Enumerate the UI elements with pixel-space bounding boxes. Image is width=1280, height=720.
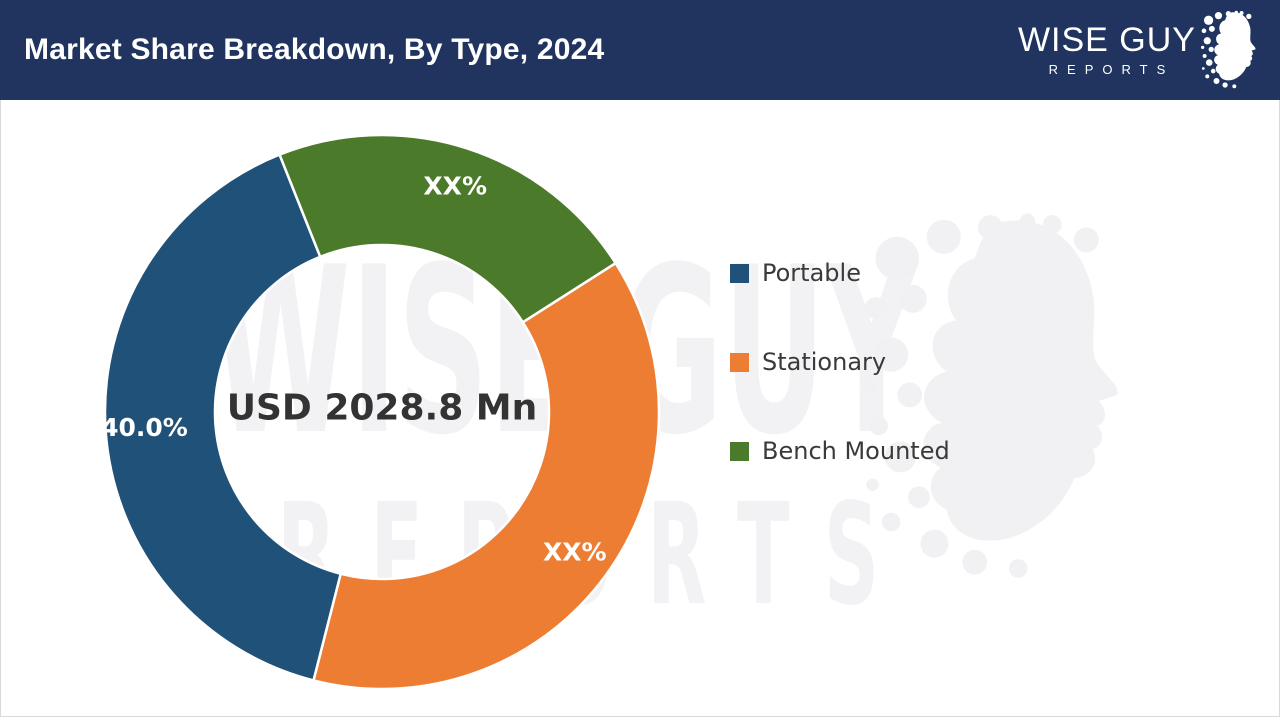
legend-label: Portable — [762, 259, 861, 287]
legend-item-stationary: Stationary — [730, 349, 950, 375]
brand-logo: WISE GUY REPORTS — [1018, 10, 1266, 90]
wiseguy-head-icon — [1200, 10, 1266, 90]
legend-swatch-stationary — [730, 352, 749, 372]
slice-label-bench-mounted: XX% — [423, 171, 487, 200]
legend-item-portable: Portable — [730, 260, 950, 286]
donut-center-value: USD 2028.8 Mn — [226, 387, 538, 429]
slice-label-stationary: XX% — [543, 537, 607, 566]
legend-swatch-bench-mounted — [730, 441, 749, 461]
donut-slice-bench-mounted — [278, 133, 617, 324]
legend-label: Bench Mounted — [762, 437, 950, 465]
donut-slice-portable — [103, 153, 342, 682]
chart-area: WISE GUY REPORTS 40.0%XX%XX% USD 2028.8 … — [0, 100, 1280, 717]
donut-chart: 40.0% XX% XX% — [101, 133, 661, 691]
page-title: Market Share Breakdown, By Type, 2024 — [24, 33, 605, 66]
legend-item-bench-mounted: Bench Mounted — [730, 438, 950, 464]
brand-subtitle: REPORTS — [1048, 62, 1175, 77]
legend-swatch-portable — [730, 263, 749, 283]
donut-slice-stationary — [312, 261, 661, 691]
header-bar: Market Share Breakdown, By Type, 2024 WI… — [0, 0, 1280, 100]
brand-text: WISE GUY REPORTS — [1018, 23, 1196, 77]
legend: Portable Stationary Bench Mounted — [730, 260, 950, 464]
legend-label: Stationary — [762, 348, 887, 376]
brand-name: WISE GUY — [1017, 21, 1196, 59]
slice-label-portable: 40.0% — [101, 413, 188, 442]
